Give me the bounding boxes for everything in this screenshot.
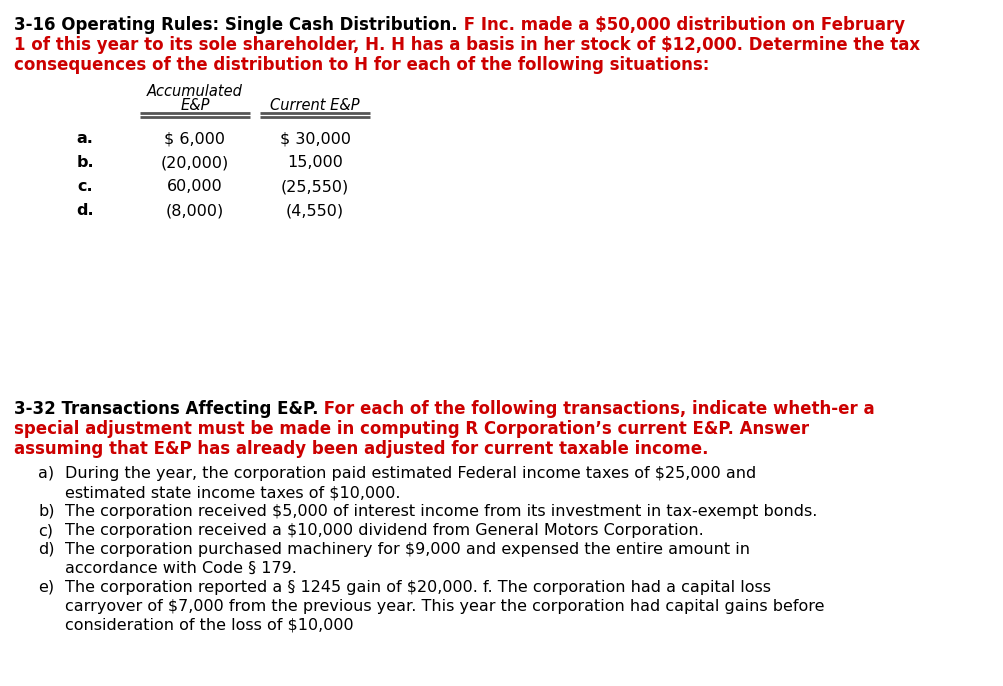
Text: accordance with Code § 179.: accordance with Code § 179. xyxy=(65,561,297,576)
Text: e): e) xyxy=(38,580,54,595)
Text: E&P: E&P xyxy=(181,98,210,113)
Text: special adjustment must be made in computing R Corporation’s current E&P. Answer: special adjustment must be made in compu… xyxy=(14,420,808,438)
Text: Accumulated: Accumulated xyxy=(146,84,243,99)
Text: a.: a. xyxy=(76,131,93,146)
Text: b): b) xyxy=(38,504,54,519)
Text: (8,000): (8,000) xyxy=(165,203,224,218)
Text: b.: b. xyxy=(76,155,93,170)
Text: carryover of $7,000 from the previous year. This year the corporation had capita: carryover of $7,000 from the previous ye… xyxy=(65,599,823,614)
Text: 1 of this year to its sole shareholder, H. H has a basis in her stock of $12,000: 1 of this year to its sole shareholder, … xyxy=(14,36,919,54)
Text: The corporation received $5,000 of interest income from its investment in tax-ex: The corporation received $5,000 of inter… xyxy=(65,504,816,519)
Text: $ 6,000: $ 6,000 xyxy=(164,131,226,146)
Text: 15,000: 15,000 xyxy=(287,155,343,170)
Text: (20,000): (20,000) xyxy=(160,155,229,170)
Text: consequences of the distribution to H for each of the following situations:: consequences of the distribution to H fo… xyxy=(14,56,709,74)
Text: consideration of the loss of $10,000: consideration of the loss of $10,000 xyxy=(65,618,353,633)
Text: c): c) xyxy=(38,523,53,538)
Text: $ 30,000: $ 30,000 xyxy=(279,131,350,146)
Text: (4,550): (4,550) xyxy=(286,203,344,218)
Text: c.: c. xyxy=(77,179,92,194)
Text: Current E&P: Current E&P xyxy=(270,98,359,113)
Text: 3-32 Transactions Affecting E&P.: 3-32 Transactions Affecting E&P. xyxy=(14,400,318,418)
Text: 3-16 Operating Rules: Single Cash Distribution.: 3-16 Operating Rules: Single Cash Distri… xyxy=(14,16,457,34)
Text: During the year, the corporation paid estimated Federal income taxes of $25,000 : During the year, the corporation paid es… xyxy=(65,466,755,481)
Text: The corporation purchased machinery for $9,000 and expensed the entire amount in: The corporation purchased machinery for … xyxy=(65,542,749,557)
Text: estimated state income taxes of $10,000.: estimated state income taxes of $10,000. xyxy=(65,485,400,500)
Text: F Inc. made a $50,000 distribution on February: F Inc. made a $50,000 distribution on Fe… xyxy=(457,16,904,34)
Text: The corporation reported a § 1245 gain of $20,000. f. The corporation had a capi: The corporation reported a § 1245 gain o… xyxy=(65,580,770,595)
Text: d): d) xyxy=(38,542,54,557)
Text: The corporation received a $10,000 dividend from General Motors Corporation.: The corporation received a $10,000 divid… xyxy=(65,523,703,538)
Text: 60,000: 60,000 xyxy=(166,179,223,194)
Text: (25,550): (25,550) xyxy=(281,179,349,194)
Text: a): a) xyxy=(38,466,54,481)
Text: For each of the following transactions, indicate wheth-er a: For each of the following transactions, … xyxy=(318,400,875,418)
Text: d.: d. xyxy=(76,203,93,218)
Text: assuming that E&P has already been adjusted for current taxable income.: assuming that E&P has already been adjus… xyxy=(14,440,708,458)
